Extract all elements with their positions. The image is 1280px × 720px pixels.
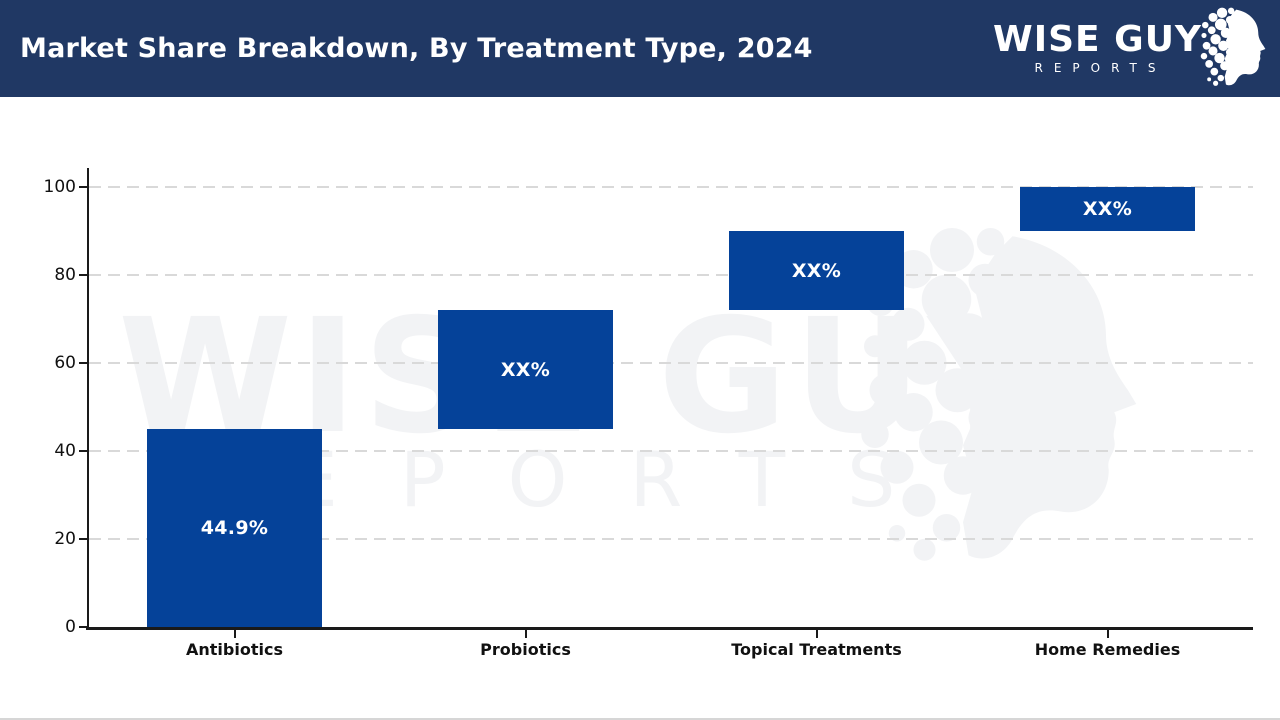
y-tick-mark — [79, 362, 87, 364]
y-tick-label: 0 — [65, 617, 76, 637]
gridline — [89, 274, 1253, 276]
bar-value-label: XX% — [791, 259, 842, 282]
chart-area: WISE GUY REPORTS 44.9% XX% XX% XX% 0 20 40 60 8… — [0, 97, 1280, 718]
x-tick-mark — [1106, 630, 1109, 638]
x-axis-label: Probiotics — [480, 640, 571, 659]
y-tick-mark — [79, 274, 87, 276]
gridline — [89, 450, 1253, 452]
y-axis-spine — [87, 168, 89, 629]
x-axis-spine — [86, 627, 1253, 630]
y-tick-label: 100 — [43, 177, 76, 197]
bar-probiotics: XX% — [438, 310, 613, 430]
x-axis-label: Topical Treatments — [731, 640, 902, 659]
x-axis-label: Home Remedies — [1034, 640, 1181, 659]
x-tick-mark — [233, 630, 236, 638]
bar-antibiotics: 44.9% — [147, 429, 322, 627]
plot-area: 44.9% XX% XX% XX% — [89, 186, 1253, 627]
y-tick-label: 60 — [54, 353, 76, 373]
x-axis-label: Antibiotics — [186, 640, 283, 659]
bar-value-label: 44.9% — [200, 517, 269, 540]
x-tick-mark — [524, 630, 527, 638]
bar-value-label: XX% — [500, 358, 551, 381]
logo-subtitle: REPORTS — [1034, 61, 1167, 75]
gridline — [89, 186, 1253, 188]
header-bar: Market Share Breakdown, By Treatment Typ… — [0, 0, 1280, 97]
gridline — [89, 538, 1253, 540]
logo-head-icon — [1200, 7, 1266, 86]
bar-home-remedies: XX% — [1020, 187, 1195, 231]
logo-wordmark: WISE GUY — [992, 19, 1202, 60]
x-tick-mark — [815, 630, 818, 638]
y-tick-mark — [79, 538, 87, 540]
y-tick-label: 40 — [54, 441, 76, 461]
y-tick-label: 20 — [54, 529, 76, 549]
bar-topical-treatments: XX% — [729, 231, 904, 311]
logo-text: WISE GUY REPORTS — [992, 19, 1202, 76]
y-tick-mark — [79, 626, 87, 628]
y-tick-mark — [79, 450, 87, 452]
wise-guy-logo: WISE GUY REPORTS — [993, 7, 1280, 91]
y-tick-label: 80 — [54, 265, 76, 285]
y-tick-mark — [79, 186, 87, 188]
gridline — [89, 362, 1253, 364]
bar-value-label: XX% — [1082, 198, 1133, 220]
page-title: Market Share Breakdown, By Treatment Typ… — [20, 33, 813, 64]
